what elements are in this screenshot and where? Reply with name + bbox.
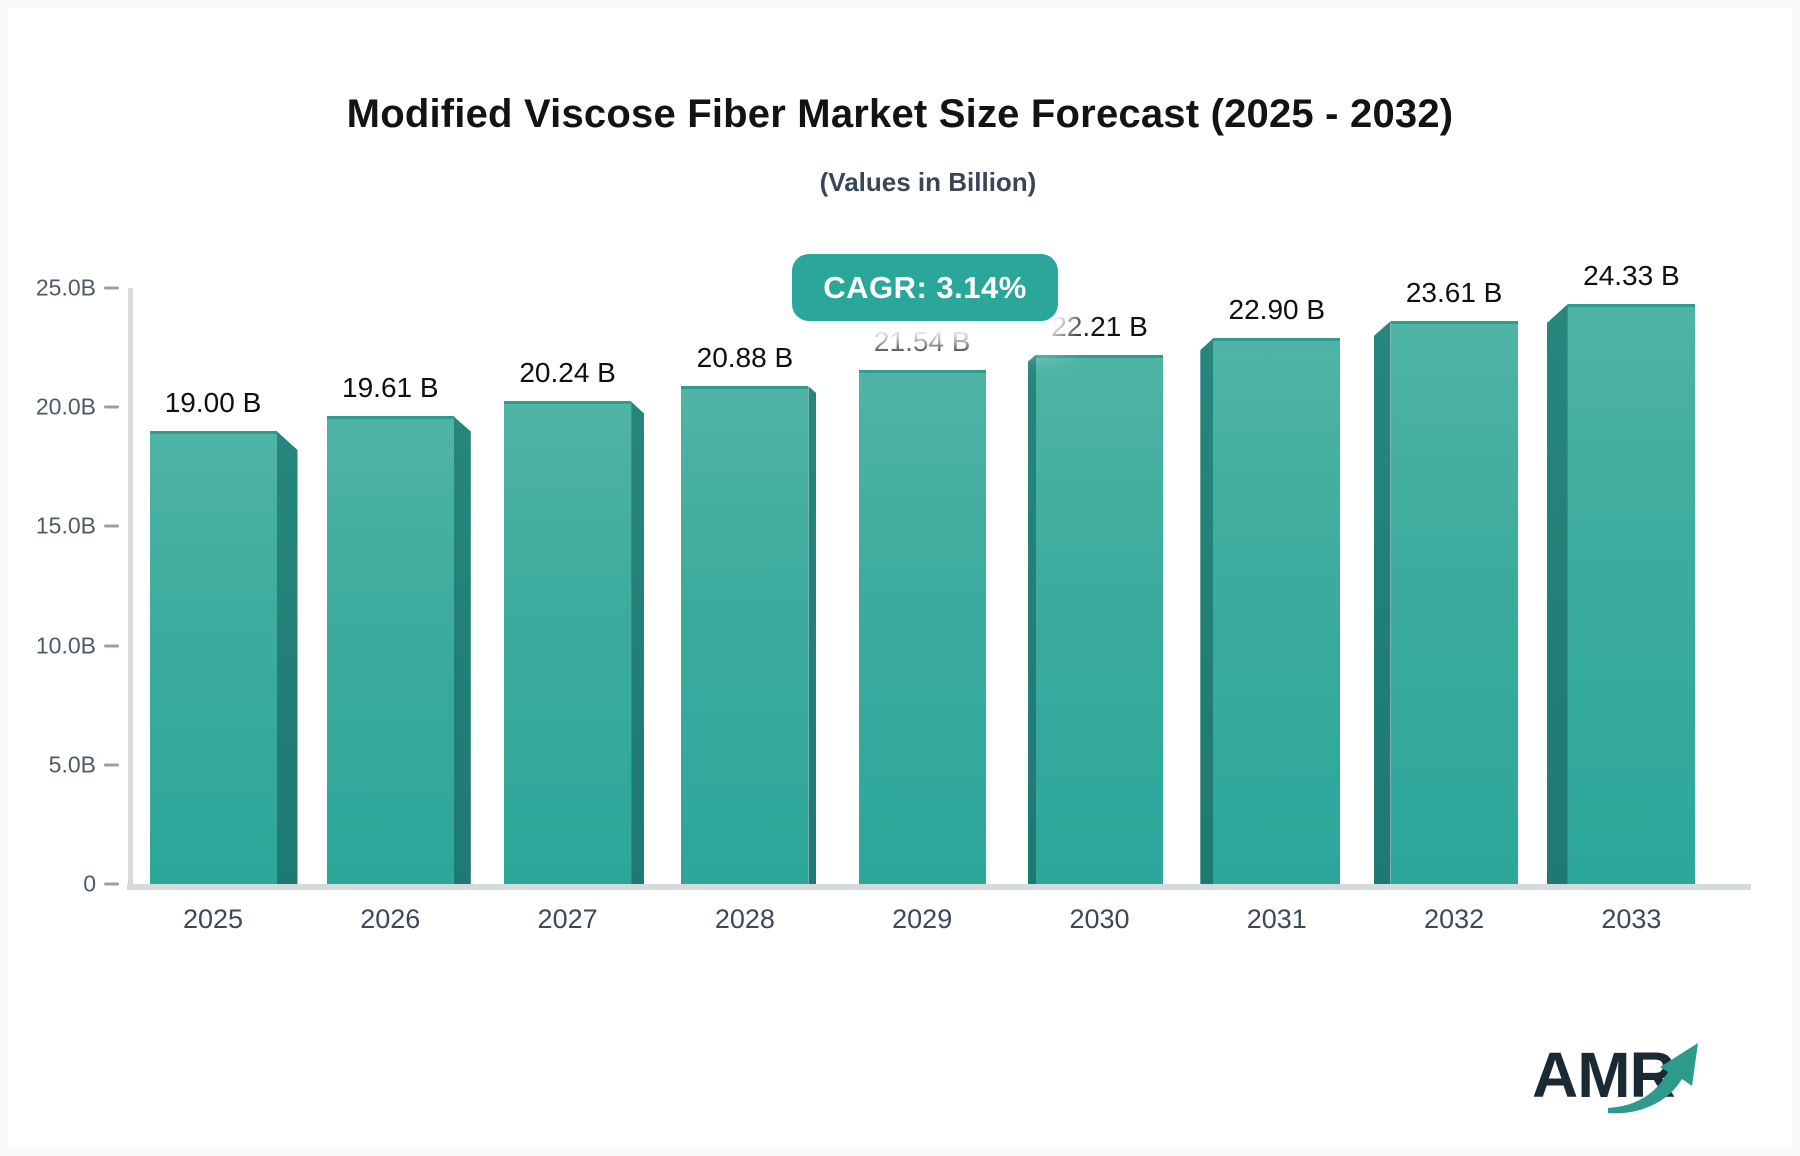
y-axis-label: 0: [83, 870, 96, 897]
bar-2029: [858, 370, 986, 884]
bar-value-label: 22.21 B: [1051, 310, 1148, 342]
x-axis-label: 2029: [892, 904, 953, 934]
amr-logo: AMR: [1532, 1038, 1772, 1128]
x-axis-label: 2030: [1069, 904, 1130, 934]
x-axis-label: 2026: [360, 904, 421, 934]
bar-value-label: 20.88 B: [696, 342, 794, 374]
x-axis-label: 2025: [182, 904, 244, 934]
y-axis-tick: [104, 763, 119, 767]
y-axis-tick: [104, 644, 119, 648]
bar-2025: [149, 431, 277, 884]
chart-title: Modified Viscose Fiber Market Size Forec…: [346, 92, 1454, 136]
bar-2032: [1390, 321, 1518, 884]
trend-up-arrow-icon: [1608, 1043, 1698, 1114]
y-axis-label: 10.0B: [35, 632, 96, 659]
bar-side-2033: [1546, 303, 1568, 884]
bar-2033: [1567, 303, 1695, 884]
bar-value-label: 19.00 B: [164, 387, 262, 419]
bar-side-2032: [1373, 321, 1391, 884]
bar-value-label: 21.54 B: [873, 326, 971, 358]
bar-value-label: 23.61 B: [1405, 277, 1503, 309]
bar-value-label: 19.61 B: [342, 372, 439, 404]
bar-2028: [681, 386, 809, 884]
chart-subtitle: (Values in Billion): [819, 167, 1037, 197]
bar-2031: [1213, 338, 1341, 884]
y-axis-tick: [104, 524, 119, 528]
cagr-badge: CAGR: 3.14%: [792, 254, 1058, 321]
y-axis-tick: [104, 286, 119, 290]
bar-value-label: 20.24 B: [519, 357, 616, 389]
bar-2027: [504, 401, 632, 884]
y-axis-tick: [104, 405, 119, 409]
bar-side-2027: [631, 401, 645, 884]
bar-side-2031: [1200, 338, 1214, 884]
y-axis-label: 5.0B: [48, 751, 96, 778]
bar-2026: [326, 416, 454, 884]
bar-side-2028: [808, 386, 817, 884]
x-axis-label: 2032: [1424, 904, 1485, 934]
x-axis-label: 2028: [714, 904, 775, 934]
bar-value-label: 24.33 B: [1583, 259, 1680, 291]
y-axis-label: 25.0B: [35, 274, 96, 301]
bar-side-2025: [276, 431, 298, 884]
x-axis-label: 2031: [1246, 904, 1307, 934]
y-axis-label: 20.0B: [35, 393, 96, 420]
bar-2030: [1036, 354, 1163, 884]
bar-side-2026: [453, 416, 471, 884]
x-axis-label: 2033: [1601, 904, 1662, 934]
x-axis-line: [127, 884, 1751, 890]
y-axis-line: [128, 288, 133, 884]
y-axis-tick: [104, 882, 119, 886]
bar-side-2030: [1028, 354, 1036, 884]
y-axis-label: 15.0B: [35, 512, 96, 539]
x-axis-label: 2027: [537, 904, 598, 934]
bar-value-label: 22.90 B: [1228, 294, 1326, 326]
